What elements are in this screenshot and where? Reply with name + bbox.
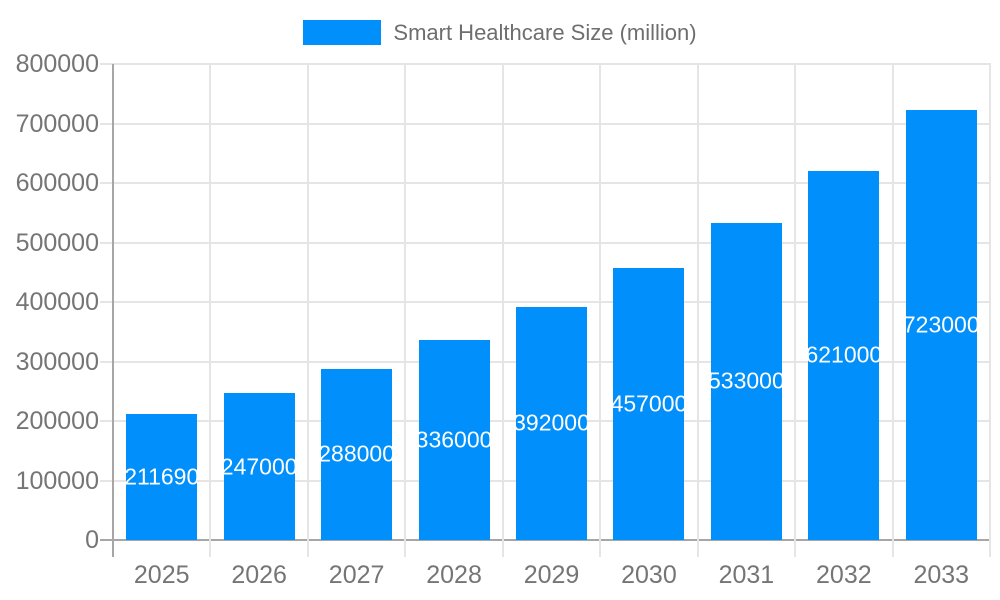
gridline-horizontal [100,122,991,125]
x-tick-label: 2028 [426,561,482,589]
gridline-horizontal [100,63,991,65]
x-tick-label: 2033 [913,561,970,589]
bar-2028: 336000 [418,340,490,540]
gridline-vertical [989,64,991,557]
y-tick-label: 200000 [15,407,99,435]
x-tick-label: 2026 [231,561,287,589]
y-tick-label: 800000 [15,50,99,78]
x-tick-label: 2027 [328,561,385,589]
x-tick-label: 2031 [718,561,775,589]
x-tick-label: 2032 [816,561,872,589]
bar-2030: 457000 [613,268,685,540]
y-tick-label: 400000 [15,288,99,316]
gridline-vertical [794,64,797,557]
legend: Smart Healthcare Size (million) [0,20,1000,45]
legend-label: Smart Healthcare Size (million) [393,19,697,45]
gridline-vertical [404,64,407,557]
bar-2032: 621000 [808,170,880,540]
gridline-vertical [501,64,504,557]
bar-2026: 247000 [223,393,295,540]
y-tick-label: 300000 [15,347,99,376]
x-axis-line [100,539,991,541]
bar-value-label: 336000 [418,426,490,453]
gridline-vertical [696,64,699,557]
gridline-horizontal [100,301,991,303]
bar-value-label: 392000 [516,409,587,436]
y-tick-label: 500000 [15,228,99,257]
bar-2025: 211690 [126,414,198,540]
gridline-vertical [209,64,212,557]
gridline-vertical [891,64,894,557]
bar-2031: 533000 [710,222,782,540]
gridline-horizontal [100,182,991,184]
gridline-vertical [306,64,309,557]
x-tick-label: 2030 [621,561,677,589]
bar-value-label: 247000 [223,453,295,479]
bar-value-label: 621000 [808,341,880,368]
gridline-horizontal [100,241,991,244]
bar-value-label: 723000 [905,311,977,338]
bar-value-label: 288000 [321,440,393,467]
legend-swatch [303,20,382,45]
bar-value-label: 533000 [710,367,782,394]
bar-2029: 392000 [516,306,587,540]
bar-2027: 288000 [321,368,393,540]
y-tick-label: 100000 [15,466,99,495]
y-tick-label: 0 [85,526,99,554]
bar-value-label: 457000 [613,390,685,417]
x-tick-label: 2025 [133,561,190,589]
bar-2033: 723000 [905,109,977,540]
y-tick-label: 600000 [15,169,99,197]
y-axis-line [112,64,114,557]
y-tick-label: 700000 [15,109,99,138]
gridline-vertical [599,64,602,557]
x-tick-label: 2029 [523,561,580,589]
bar-value-label: 211690 [126,463,198,490]
